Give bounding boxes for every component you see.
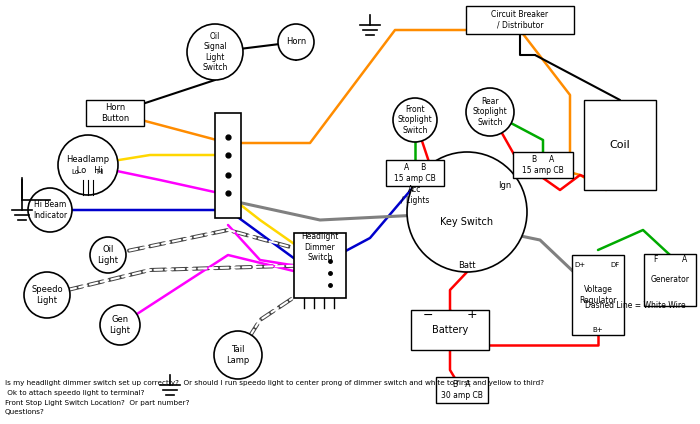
Circle shape <box>214 331 262 379</box>
Text: F: F <box>653 256 657 265</box>
FancyBboxPatch shape <box>572 255 624 335</box>
Text: Key Switch: Key Switch <box>440 217 494 227</box>
Text: Headlamp
 Lo   Hi: Headlamp Lo Hi <box>66 155 110 175</box>
Text: Ign: Ign <box>498 181 512 190</box>
Text: B+: B+ <box>593 327 603 333</box>
Text: Acc
/ Lights: Acc / Lights <box>401 185 429 205</box>
Text: Coil: Coil <box>610 140 631 150</box>
FancyBboxPatch shape <box>86 100 144 126</box>
Text: D+: D+ <box>575 262 586 268</box>
Text: Is my headlight dimmer switch set up correctly?  Or should I run speedo light to: Is my headlight dimmer switch set up cor… <box>5 380 544 387</box>
Text: Front
Stoplight
Switch: Front Stoplight Switch <box>398 105 433 135</box>
Text: Tail
Lamp: Tail Lamp <box>226 345 250 365</box>
Text: Oil
Signal
Light
Switch: Oil Signal Light Switch <box>202 32 228 72</box>
FancyBboxPatch shape <box>584 100 656 190</box>
FancyBboxPatch shape <box>294 232 346 298</box>
Circle shape <box>100 305 140 345</box>
Circle shape <box>466 88 514 136</box>
Text: −: − <box>423 309 433 321</box>
Circle shape <box>278 24 314 60</box>
Text: Questions?: Questions? <box>5 409 45 415</box>
Circle shape <box>187 24 243 80</box>
Text: Gen
Light: Gen Light <box>109 315 130 335</box>
Circle shape <box>28 188 72 232</box>
Text: Ok to attach speedo light to terminal?: Ok to attach speedo light to terminal? <box>5 390 144 396</box>
Text: Speedo
Light: Speedo Light <box>32 285 63 305</box>
FancyBboxPatch shape <box>436 377 488 403</box>
Text: DF: DF <box>610 262 620 268</box>
Text: Oil
Light: Oil Light <box>97 245 118 265</box>
Text: Hi Beam
Indicator: Hi Beam Indicator <box>33 200 67 220</box>
Text: Hi: Hi <box>97 169 104 175</box>
FancyBboxPatch shape <box>386 160 444 186</box>
Text: Voltage
Regulator: Voltage Regulator <box>580 285 617 305</box>
Text: B   A
30 amp CB: B A 30 amp CB <box>441 380 483 400</box>
Text: Horn
Button: Horn Button <box>101 103 129 123</box>
Text: B     A
15 amp CB: B A 15 amp CB <box>522 155 564 175</box>
Text: Horn: Horn <box>286 37 306 47</box>
FancyBboxPatch shape <box>513 152 573 178</box>
Text: Circuit Breaker
/ Distributor: Circuit Breaker / Distributor <box>491 10 549 30</box>
Circle shape <box>393 98 437 142</box>
FancyBboxPatch shape <box>466 6 574 34</box>
Text: Front Stop Light Switch Location?  Or part number?: Front Stop Light Switch Location? Or par… <box>5 399 190 405</box>
Text: Headlight
Dimmer
Switch: Headlight Dimmer Switch <box>301 232 339 262</box>
FancyBboxPatch shape <box>644 254 696 306</box>
Text: Lo: Lo <box>71 169 79 175</box>
FancyBboxPatch shape <box>411 310 489 350</box>
Text: Batt: Batt <box>458 260 476 270</box>
Circle shape <box>58 135 118 195</box>
Circle shape <box>24 272 70 318</box>
Text: Battery: Battery <box>432 325 468 335</box>
Text: A     B
15 amp CB: A B 15 amp CB <box>394 163 436 183</box>
Text: A: A <box>682 256 687 265</box>
Text: +: + <box>467 309 477 321</box>
Circle shape <box>90 237 126 273</box>
Text: Dashed Line = White Wire: Dashed Line = White Wire <box>584 301 685 310</box>
Circle shape <box>407 152 527 272</box>
FancyBboxPatch shape <box>215 112 241 218</box>
Text: Generator: Generator <box>650 276 690 285</box>
Text: Rear
Stoplight
Switch: Rear Stoplight Switch <box>473 97 508 127</box>
